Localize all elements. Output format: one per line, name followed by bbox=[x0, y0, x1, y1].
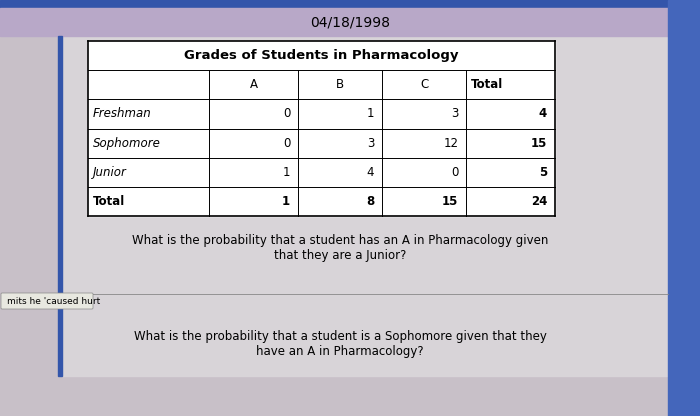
Text: Total: Total bbox=[471, 78, 503, 91]
Bar bbox=[58, 36, 62, 376]
Text: A: A bbox=[250, 78, 258, 91]
Text: 15: 15 bbox=[531, 136, 547, 150]
Text: 3: 3 bbox=[451, 107, 458, 120]
Text: 1: 1 bbox=[367, 107, 374, 120]
Text: 0: 0 bbox=[283, 107, 290, 120]
Text: 15: 15 bbox=[442, 195, 458, 208]
Text: B: B bbox=[336, 78, 344, 91]
Text: 1: 1 bbox=[282, 195, 290, 208]
Text: 5: 5 bbox=[539, 166, 547, 179]
Bar bbox=[88, 41, 555, 216]
Bar bbox=[0, 8, 700, 36]
Text: Total: Total bbox=[93, 195, 125, 208]
Text: 12: 12 bbox=[443, 136, 459, 150]
Text: 0: 0 bbox=[451, 166, 458, 179]
Text: Freshman: Freshman bbox=[93, 107, 152, 120]
Text: 24: 24 bbox=[531, 195, 547, 208]
Text: Junior: Junior bbox=[93, 166, 127, 179]
Text: What is the probability that a student has an A in Pharmacology given
that they : What is the probability that a student h… bbox=[132, 234, 548, 262]
Text: 0: 0 bbox=[283, 136, 290, 150]
Text: 4: 4 bbox=[367, 166, 374, 179]
Text: 4: 4 bbox=[539, 107, 547, 120]
Bar bbox=[668, 0, 700, 416]
Text: 3: 3 bbox=[367, 136, 374, 150]
Text: 04/18/1998: 04/18/1998 bbox=[310, 15, 390, 29]
Text: C: C bbox=[420, 78, 428, 91]
Text: Grades of Students in Pharmacology: Grades of Students in Pharmacology bbox=[184, 49, 458, 62]
Text: 1: 1 bbox=[283, 166, 290, 179]
Bar bbox=[0, 0, 700, 8]
Text: Sophomore: Sophomore bbox=[93, 136, 161, 150]
FancyBboxPatch shape bbox=[1, 293, 93, 309]
Text: mits he 'caused hurt: mits he 'caused hurt bbox=[7, 297, 100, 305]
Text: 8: 8 bbox=[366, 195, 375, 208]
Bar bbox=[62, 36, 668, 376]
Text: What is the probability that a student is a Sophomore given that they
have an A : What is the probability that a student i… bbox=[134, 330, 547, 358]
